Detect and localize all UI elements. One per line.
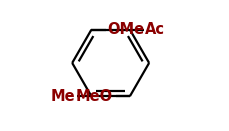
Text: Ac: Ac xyxy=(145,22,165,37)
Text: MeO: MeO xyxy=(76,89,113,104)
Text: Me: Me xyxy=(50,89,75,104)
Text: OMe: OMe xyxy=(107,22,144,37)
